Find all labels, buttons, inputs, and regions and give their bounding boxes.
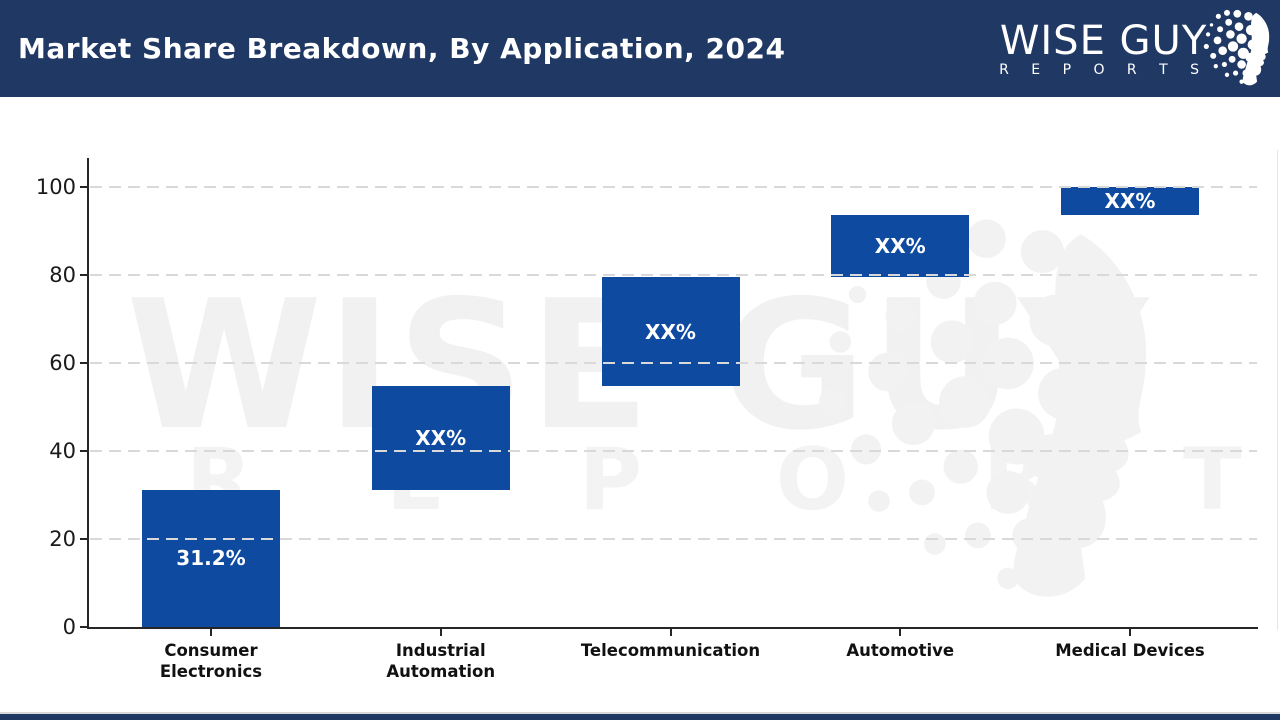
chart-title: Market Share Breakdown, By Application, … <box>18 32 786 65</box>
category-label: Industrial Automation <box>386 641 496 681</box>
bar-value-label: XX% <box>645 319 696 344</box>
y-tick-label: 80 <box>49 263 76 287</box>
y-tick-label: 60 <box>49 351 76 375</box>
logo-wordmark: WISE GUY <box>999 18 1208 64</box>
x-tick <box>669 627 672 636</box>
x-tick <box>899 627 902 636</box>
bar-automotive: XX% <box>831 215 970 278</box>
y-tick <box>80 538 89 540</box>
bar-value-label: XX% <box>874 234 926 259</box>
y-axis <box>87 158 89 629</box>
bar-value-label: 31.2% <box>176 546 246 571</box>
bar-industrial-automation: XX% <box>371 385 510 490</box>
x-tick <box>210 627 212 636</box>
footer-bar <box>0 712 1280 720</box>
category-label: Telecommunication <box>580 641 761 660</box>
y-tick-label: 0 <box>62 615 76 639</box>
bar-consumer-electronics: 31.2% <box>142 489 280 627</box>
x-tick <box>1129 627 1131 636</box>
y-tick-label: 100 <box>35 175 76 199</box>
logo-subtext: R E P O R T S <box>999 62 1208 78</box>
bar-value-label: XX% <box>1104 189 1156 214</box>
y-tick-label: 20 <box>49 527 76 551</box>
x-tick <box>439 627 442 636</box>
x-axis <box>87 627 1258 629</box>
plot-right-border <box>1277 150 1278 630</box>
y-tick <box>80 362 89 364</box>
bar-value-label: XX% <box>415 425 467 450</box>
y-tick <box>80 274 89 276</box>
gridline-20 <box>90 538 1257 540</box>
y-tick <box>80 450 89 452</box>
gridline-100 <box>90 186 1257 188</box>
y-tick <box>80 186 89 188</box>
y-tick <box>80 626 89 628</box>
bar-medical-devices: XX% <box>1061 187 1199 216</box>
category-label: Automotive <box>846 641 955 660</box>
header-bar: Market Share Breakdown, By Application, … <box>0 0 1280 97</box>
y-tick-label: 40 <box>49 439 76 463</box>
gridline-60 <box>90 362 1257 364</box>
brand-logo: WISE GUY R E P O R T S <box>999 6 1274 92</box>
gridline-40 <box>90 450 1257 452</box>
bar-telecommunication: XX% <box>601 277 740 386</box>
gridline-80 <box>90 274 1257 276</box>
category-label: Consumer Electronics <box>159 641 263 681</box>
category-label: Medical Devices <box>1055 641 1205 660</box>
